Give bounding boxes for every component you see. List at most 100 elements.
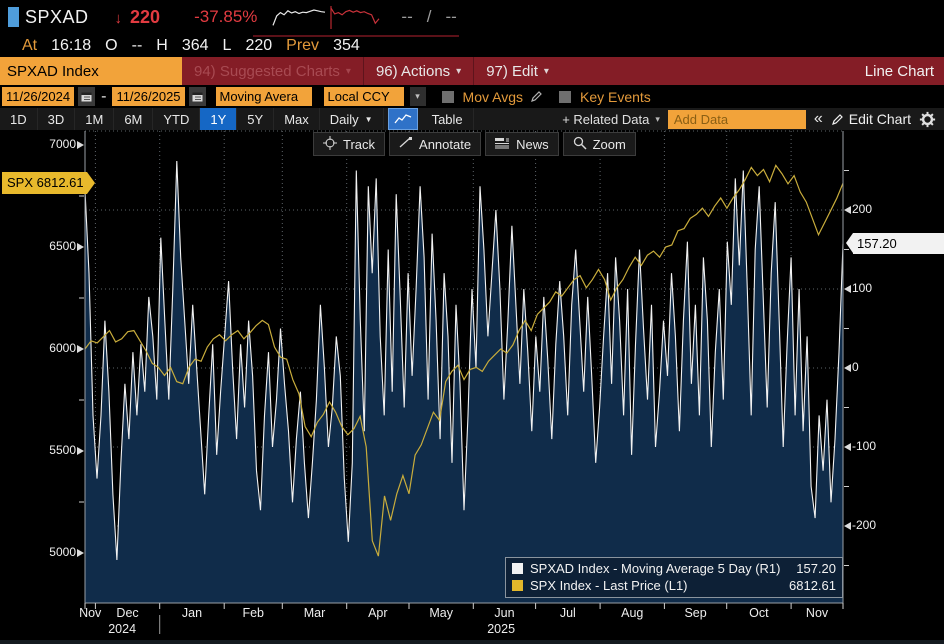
left-axis-tick-5500: 5500 xyxy=(49,443,76,457)
study-input[interactable]: Moving Avera xyxy=(215,87,312,106)
x-axis-month-8: Jul xyxy=(559,606,576,620)
bid-ask: -- / -- xyxy=(401,7,456,27)
x-axis-month-4: Mar xyxy=(303,606,326,620)
date-from-input[interactable]: 11/26/2024 xyxy=(2,87,75,106)
legend-row-0[interactable]: SPXAD Index - Moving Average 5 Day (R1) 1… xyxy=(512,560,836,577)
calendar-icon[interactable] xyxy=(188,87,206,106)
menu-separator xyxy=(473,57,475,85)
session-underline xyxy=(253,35,459,37)
x-axis-month-12: Nov xyxy=(805,606,829,620)
tab-range-3d[interactable]: 3D xyxy=(38,108,76,130)
x-axis-month-7: Jun xyxy=(494,606,515,620)
left-axis-tick-6000: 6000 xyxy=(49,341,76,355)
legend-swatch xyxy=(512,580,523,591)
low-value: 220 xyxy=(245,36,273,54)
x-axis-month-3: Feb xyxy=(242,606,265,620)
tab-range-1d[interactable]: 1D xyxy=(0,108,38,130)
tab-range-1y[interactable]: 1Y xyxy=(200,108,238,130)
tab-range-6m[interactable]: 6M xyxy=(114,108,154,130)
security-field[interactable]: SPXAD Index xyxy=(0,57,182,85)
bottom-strip xyxy=(0,640,944,644)
currency-select[interactable]: Local CCY xyxy=(323,87,404,106)
edit-chart-button[interactable]: Edit Chart xyxy=(831,111,911,127)
key-events-checkbox[interactable] xyxy=(558,90,571,103)
prev-label: Prev xyxy=(286,36,320,54)
x-axis-month-5: Apr xyxy=(368,606,388,620)
quote-header: SPXAD ↓ 220 -37.85% -- / -- xyxy=(0,0,944,37)
x-axis-month-9: Aug xyxy=(621,606,644,620)
edit-chart-label: Edit Chart xyxy=(848,111,911,127)
quote-stats: At 16:18 O -- H 364 L 220 Prev 354 xyxy=(0,34,944,57)
menu-item--edit[interactable]: 97) Edit ▾ xyxy=(486,62,549,80)
zoom-icon xyxy=(573,136,587,153)
tab-table[interactable]: Table xyxy=(422,108,474,130)
zoom-button[interactable]: Zoom xyxy=(562,132,636,156)
chart-canvas[interactable] xyxy=(0,130,944,644)
gear-icon[interactable] xyxy=(919,111,936,128)
frequency-label: Daily xyxy=(329,111,359,127)
mov-avgs-checkbox[interactable] xyxy=(441,90,454,103)
track-button[interactable]: Track xyxy=(313,132,386,156)
chart-type-icon[interactable] xyxy=(387,108,418,130)
tab-range-max[interactable]: Max xyxy=(274,108,320,130)
tab-range-1m[interactable]: 1M xyxy=(75,108,115,130)
menu-item--suggested-charts[interactable]: 94) Suggested Charts ▾ xyxy=(194,62,351,80)
filter-bar: 11/26/2024 - 11/26/2025 Moving Avera Loc… xyxy=(0,85,944,108)
legend-label: SPX Index - Last Price (L1) xyxy=(530,578,688,593)
legend-label: SPXAD Index - Moving Average 5 Day (R1) xyxy=(530,561,781,576)
right-axis-tick--100: -100 xyxy=(852,439,877,453)
annotate-button[interactable]: Annotate xyxy=(389,132,482,156)
left-axis-tick-6500: 6500 xyxy=(49,239,76,253)
legend-row-1[interactable]: SPX Index - Last Price (L1) 6812.61 xyxy=(512,577,836,594)
tab-range-ytd[interactable]: YTD xyxy=(153,108,201,130)
menu-separator xyxy=(362,57,364,85)
currency-caret-icon[interactable]: ▾ xyxy=(409,87,426,106)
calendar-icon[interactable] xyxy=(78,87,96,106)
chart-region: Track Annotate News Zoom 5000 5500 6000 6500 70… xyxy=(0,130,944,644)
pencil-icon[interactable] xyxy=(530,90,543,103)
menu-item--actions[interactable]: 96) Actions ▾ xyxy=(375,62,462,80)
related-caret-icon: ▾ xyxy=(655,113,660,124)
bid-value: -- xyxy=(401,7,413,26)
tab-range-5y[interactable]: 5Y xyxy=(237,108,275,130)
right-axis-tick-0: 0 xyxy=(852,360,859,374)
x-axis-month-10: Sep xyxy=(684,606,707,620)
prev-value: 354 xyxy=(333,36,360,54)
mov-avgs-label: Mov Avgs xyxy=(462,88,523,105)
menu-bar: SPXAD Index 94) Suggested Charts ▾ 96) Act… xyxy=(0,57,944,85)
date-range-dash: - xyxy=(101,87,107,105)
frequency-caret-icon: ▼ xyxy=(364,114,373,124)
related-data-label: + Related Data xyxy=(562,111,650,127)
news-button[interactable]: News xyxy=(485,132,559,156)
menu-items: 94) Suggested Charts ▾ 96) Actions ▾ 97) Edi… xyxy=(182,57,561,85)
legend-value: 157.20 xyxy=(796,561,836,576)
right-axis-tick--200: -200 xyxy=(852,518,877,532)
x-axis-month-0: Nov xyxy=(79,606,102,620)
annotate-icon xyxy=(399,136,413,152)
chart-legend: SPXAD Index - Moving Average 5 Day (R1) 1… xyxy=(505,557,843,598)
collapse-chevrons-icon[interactable]: « xyxy=(813,110,823,127)
chart-type-label: Line Chart xyxy=(864,62,934,80)
range-tabs: 1D 3D 1M 6M YTD 1Y 5Y Max xyxy=(0,108,320,130)
x-axis-month-1: Dec xyxy=(116,606,139,620)
add-data-input[interactable]: Add Data xyxy=(667,109,806,129)
key-events-label: Key Events xyxy=(579,88,651,105)
left-axis-tick-5000: 5000 xyxy=(49,545,76,559)
down-arrow-icon: ↓ xyxy=(114,9,123,27)
open-label: O xyxy=(105,36,118,54)
legend-value: 6812.61 xyxy=(789,578,836,593)
frequency-select[interactable]: Daily ▼ xyxy=(320,108,384,130)
high-value: 364 xyxy=(181,36,209,54)
news-icon xyxy=(495,137,510,152)
net-change: ↓ 220 xyxy=(115,7,161,28)
open-value: -- xyxy=(131,36,143,54)
x-axis-year-2025: 2025 xyxy=(487,622,516,636)
at-time: 16:18 xyxy=(51,36,92,54)
related-data-button[interactable]: + Related Data ▾ xyxy=(562,112,660,127)
spxad-last-value-tag: 157.20 SPXAD xyxy=(846,233,944,272)
ticker-symbol: SPXAD xyxy=(25,6,89,27)
x-axis-month-2: Jan xyxy=(181,606,203,620)
bid-ask-separator: / xyxy=(426,7,432,26)
date-to-input[interactable]: 11/26/2025 xyxy=(112,87,185,106)
